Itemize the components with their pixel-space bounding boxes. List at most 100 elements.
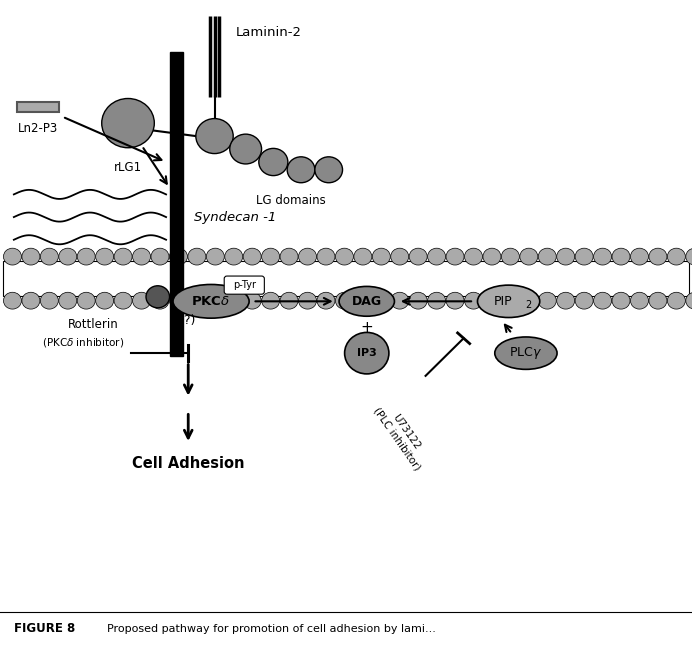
FancyBboxPatch shape (17, 102, 59, 112)
Circle shape (372, 248, 390, 265)
Circle shape (170, 248, 188, 265)
Text: PIP: PIP (494, 295, 512, 308)
Text: DAG: DAG (352, 295, 382, 308)
Circle shape (22, 248, 40, 265)
Circle shape (594, 292, 612, 309)
Text: Syndecan -1: Syndecan -1 (194, 211, 276, 224)
Text: Laminin-2: Laminin-2 (235, 26, 301, 39)
Circle shape (206, 292, 224, 309)
Circle shape (151, 292, 169, 309)
Circle shape (59, 292, 77, 309)
Text: LG domains: LG domains (256, 194, 325, 207)
Circle shape (556, 248, 574, 265)
Circle shape (280, 292, 298, 309)
Text: PLC$\gamma$: PLC$\gamma$ (509, 345, 543, 361)
Circle shape (287, 157, 315, 183)
Circle shape (170, 292, 188, 309)
Text: 2: 2 (525, 300, 531, 310)
Circle shape (686, 292, 692, 309)
Circle shape (40, 248, 58, 265)
Circle shape (151, 248, 169, 265)
Circle shape (556, 292, 574, 309)
Text: Proposed pathway for promotion of cell adhesion by lami...: Proposed pathway for promotion of cell a… (107, 623, 436, 634)
Circle shape (243, 292, 261, 309)
Circle shape (317, 248, 335, 265)
Circle shape (428, 292, 446, 309)
Circle shape (22, 292, 40, 309)
Circle shape (114, 292, 132, 309)
Circle shape (502, 292, 520, 309)
Circle shape (114, 248, 132, 265)
Circle shape (464, 292, 482, 309)
Circle shape (243, 248, 261, 265)
Text: Cell Adhesion: Cell Adhesion (132, 456, 244, 471)
Circle shape (391, 248, 409, 265)
FancyBboxPatch shape (224, 276, 264, 294)
Circle shape (59, 248, 77, 265)
Ellipse shape (339, 286, 394, 316)
Circle shape (446, 292, 464, 309)
Text: IP3: IP3 (357, 348, 376, 358)
Circle shape (298, 248, 316, 265)
Bar (3, 261, 689, 297)
Circle shape (102, 98, 154, 148)
Circle shape (3, 292, 21, 309)
Circle shape (667, 248, 685, 265)
Circle shape (428, 248, 446, 265)
Circle shape (575, 292, 593, 309)
Circle shape (464, 248, 482, 265)
Circle shape (502, 248, 520, 265)
Circle shape (146, 286, 170, 308)
Circle shape (315, 157, 343, 183)
Circle shape (345, 332, 389, 374)
Circle shape (262, 292, 280, 309)
Circle shape (196, 119, 233, 154)
Circle shape (446, 248, 464, 265)
Circle shape (133, 292, 151, 309)
Circle shape (649, 248, 667, 265)
Circle shape (409, 248, 427, 265)
Circle shape (630, 292, 648, 309)
Circle shape (612, 248, 630, 265)
Circle shape (40, 292, 58, 309)
Text: PKC$\delta$: PKC$\delta$ (192, 295, 230, 308)
Circle shape (575, 248, 593, 265)
Text: FIGURE 8: FIGURE 8 (14, 622, 75, 635)
Circle shape (483, 248, 501, 265)
Circle shape (409, 292, 427, 309)
Circle shape (630, 248, 648, 265)
Circle shape (230, 134, 262, 164)
Circle shape (686, 248, 692, 265)
Circle shape (78, 248, 95, 265)
Circle shape (188, 292, 206, 309)
Circle shape (336, 248, 354, 265)
Text: U73122
(PLC inhibitor): U73122 (PLC inhibitor) (371, 399, 432, 472)
Text: Ln2-P3: Ln2-P3 (18, 122, 58, 135)
Circle shape (3, 248, 21, 265)
Text: +: + (361, 319, 373, 335)
Text: Rottlerin: Rottlerin (68, 318, 119, 330)
Circle shape (483, 292, 501, 309)
Circle shape (520, 292, 538, 309)
Circle shape (262, 248, 280, 265)
Circle shape (280, 248, 298, 265)
Circle shape (354, 248, 372, 265)
Circle shape (317, 292, 335, 309)
Circle shape (78, 292, 95, 309)
Ellipse shape (477, 285, 540, 318)
Text: p-Tyr: p-Tyr (233, 280, 256, 290)
Circle shape (298, 292, 316, 309)
Circle shape (391, 292, 409, 309)
Circle shape (188, 248, 206, 265)
Circle shape (336, 292, 354, 309)
Circle shape (612, 292, 630, 309)
Ellipse shape (173, 284, 249, 318)
Circle shape (520, 248, 538, 265)
Circle shape (594, 248, 612, 265)
Circle shape (538, 292, 556, 309)
Circle shape (372, 292, 390, 309)
Circle shape (538, 248, 556, 265)
Text: rLG1: rLG1 (114, 161, 142, 174)
Circle shape (206, 248, 224, 265)
Circle shape (259, 148, 288, 176)
